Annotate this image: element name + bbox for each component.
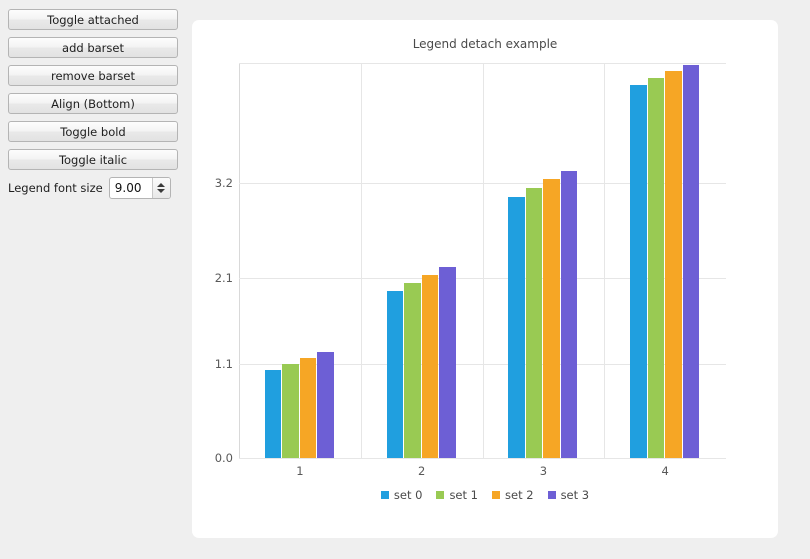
- legend-color-swatch-icon: [380, 491, 389, 499]
- chevron-down-icon[interactable]: [157, 189, 166, 193]
- legend-color-swatch-icon: [492, 491, 500, 499]
- legend-label: set 0: [393, 488, 423, 502]
- y-gridline: [239, 458, 726, 459]
- chart-panel: Legend detach example 0.0 1.1 2.1 3.2 1 2 3 4 s…: [192, 20, 778, 538]
- bar-set-1-1[interactable]: [282, 363, 299, 458]
- y-axis-tick-label: 0.0: [214, 451, 233, 465]
- bar-set-0-3[interactable]: [508, 196, 525, 458]
- bar-set-2-2[interactable]: [421, 275, 439, 458]
- toggle-bold-button[interactable]: Toggle bold: [8, 121, 178, 142]
- control-panel: Toggle attached add barset remove barset Al…: [0, 0, 186, 559]
- bar-set-2-4[interactable]: [665, 70, 682, 458]
- buttons-container: Toggle attached add barset remove barset Al…: [8, 9, 178, 170]
- spinbox-stepper[interactable]: [151, 178, 170, 198]
- bar-set-1-3[interactable]: [525, 188, 543, 458]
- legend-color-swatch-icon: [436, 491, 445, 499]
- legend-label: set 1: [449, 488, 478, 502]
- bar-set-1-4[interactable]: [647, 78, 665, 458]
- legend-font-size-label: Legend font size: [8, 181, 103, 195]
- legend-font-size-value[interactable]: 9.00: [114, 181, 142, 195]
- chart-legend[interactable]: set 0 set 1 set 2 set 3: [192, 488, 778, 502]
- legend-item-set-2[interactable]: set 2: [492, 488, 534, 502]
- y-axis-tick-label: 2.1: [214, 270, 233, 285]
- bar-set-2-3[interactable]: [543, 178, 560, 458]
- x-axis-tick-label: 2: [417, 464, 426, 478]
- y-axis-tick-label: 1.1: [214, 356, 233, 371]
- remove-barset-button[interactable]: remove barset: [8, 65, 178, 86]
- bar-set-2-1[interactable]: [299, 358, 317, 458]
- plot-area: 0.0 1.1 2.1 3.2 1 2 3 4: [215, 63, 726, 478]
- chart-title: Legend detach example: [412, 37, 558, 51]
- category-separator: [604, 63, 606, 458]
- category-separator: [360, 63, 362, 458]
- legend-item-set-3[interactable]: set 3: [547, 488, 590, 502]
- bar-set-3-4[interactable]: [682, 64, 700, 458]
- legend-label: set 3: [560, 488, 590, 502]
- align-button[interactable]: Align (Bottom): [8, 93, 178, 114]
- legend-item-set-0[interactable]: set 0: [380, 488, 423, 502]
- bar-set-3-1[interactable]: [317, 352, 334, 458]
- toggle-attached-button[interactable]: Toggle attached: [8, 9, 178, 30]
- bar-set-3-2[interactable]: [439, 267, 456, 458]
- y-axis-line: [239, 63, 240, 458]
- legend-font-size-spinbox[interactable]: 9.00: [108, 177, 171, 199]
- bar-set-0-1[interactable]: [264, 370, 282, 458]
- bar-set-0-4[interactable]: [630, 85, 647, 458]
- add-barset-button[interactable]: add barset: [8, 37, 178, 58]
- bar-set-1-2[interactable]: [404, 282, 421, 458]
- bar-set-3-3[interactable]: [560, 171, 578, 458]
- chevron-up-icon[interactable]: [157, 183, 166, 187]
- y-axis-tick-label: 3.2: [214, 176, 233, 191]
- bar-set-0-2[interactable]: [386, 290, 404, 458]
- legend-item-set-1[interactable]: set 1: [436, 488, 478, 502]
- x-axis-tick-label: 4: [661, 464, 669, 478]
- toggle-italic-button[interactable]: Toggle italic: [8, 149, 178, 170]
- legend-label: set 2: [505, 488, 534, 502]
- legend-color-swatch-icon: [547, 491, 556, 499]
- x-axis-tick-label: 3: [539, 464, 548, 478]
- x-axis-tick-label: 1: [296, 464, 304, 478]
- category-separator: [482, 63, 484, 458]
- legend-font-size-row: Legend font size 9.00: [8, 177, 178, 199]
